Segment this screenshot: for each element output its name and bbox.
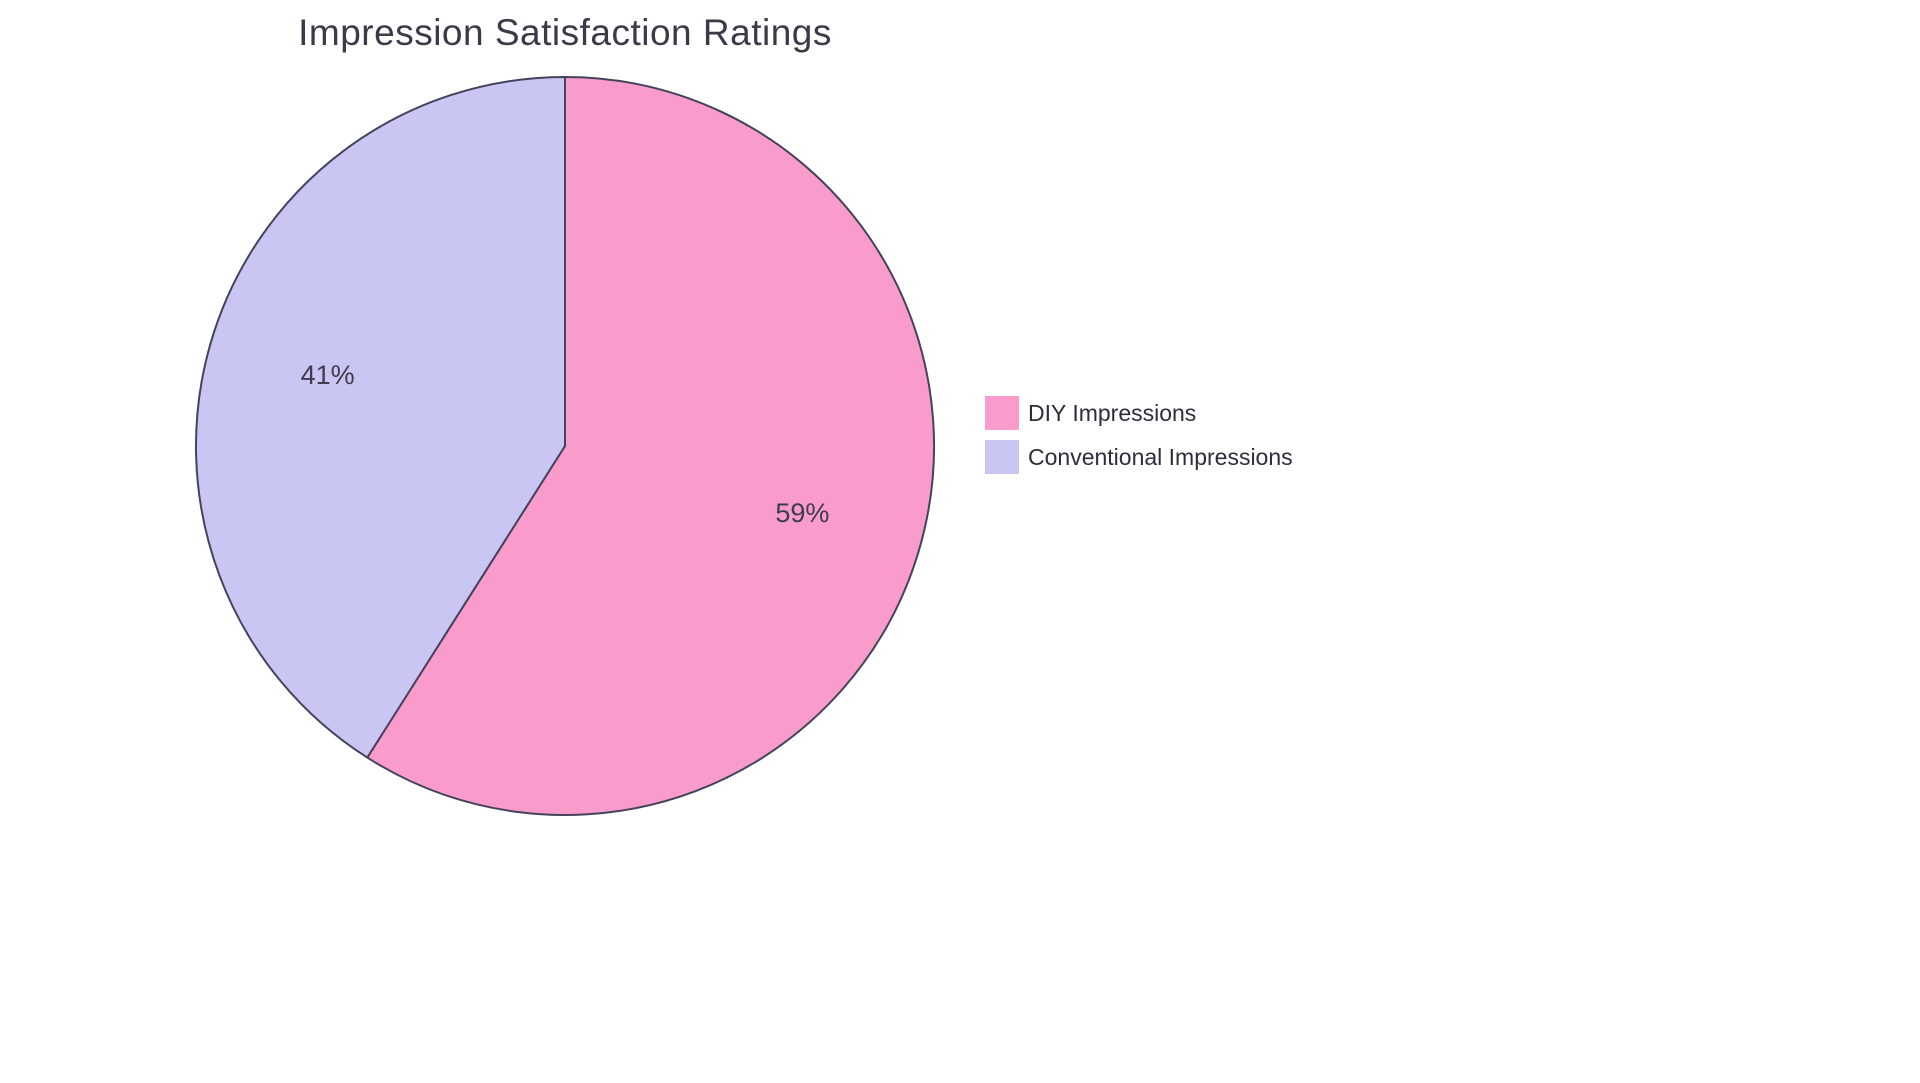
pie-slice-diy-impressions <box>366 76 935 816</box>
chart-title: Impression Satisfaction Ratings <box>298 12 832 53</box>
legend-swatch-conventional-impressions <box>985 440 1019 474</box>
pie-slice-value-label: 41% <box>301 360 355 390</box>
legend-item-diy-impressions: DIY Impressions <box>985 396 1293 430</box>
pie-slice-value-label: 59% <box>775 498 829 528</box>
legend: DIY Impressions Conventional Impressions <box>985 396 1293 474</box>
legend-label: DIY Impressions <box>1028 399 1197 426</box>
legend-label: Conventional Impressions <box>1028 443 1293 470</box>
legend-item-conventional-impressions: Conventional Impressions <box>985 440 1293 474</box>
legend-swatch-diy-impressions <box>985 396 1019 430</box>
pie-slice-conventional-impressions <box>195 76 566 759</box>
